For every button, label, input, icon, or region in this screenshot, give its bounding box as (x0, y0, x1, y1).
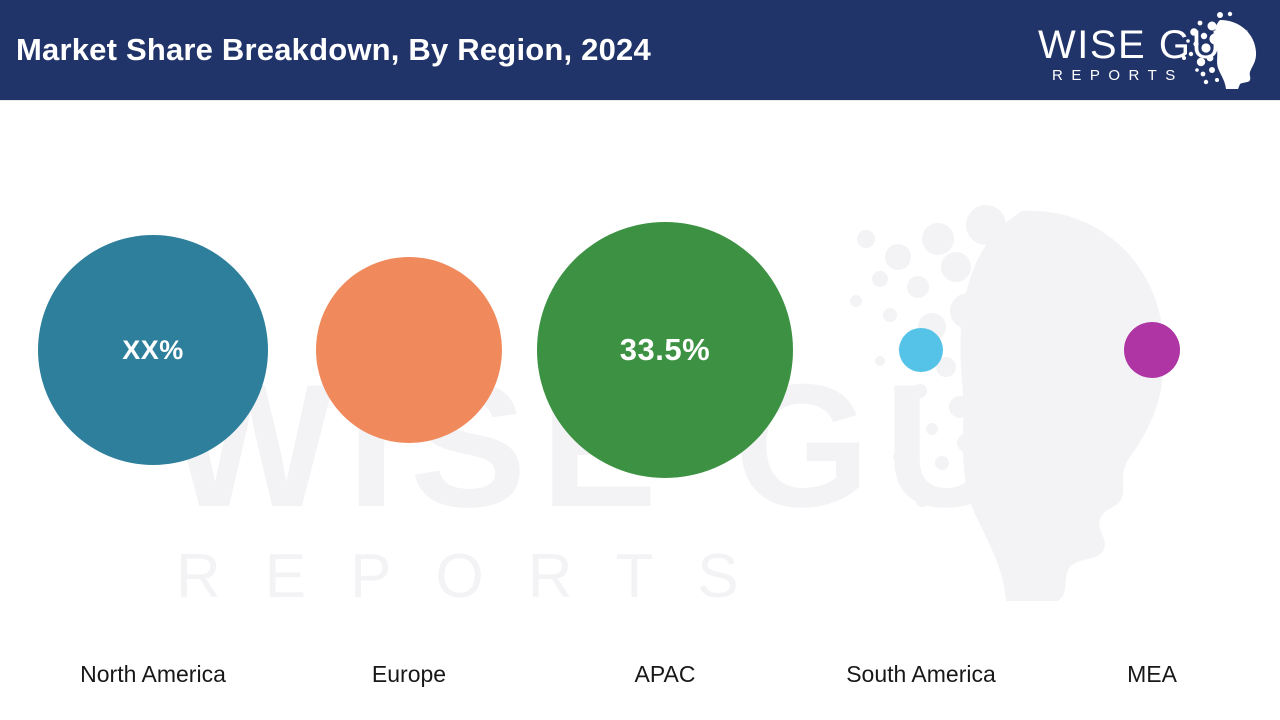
logo-svg: WISE GUY REPORTS (1038, 11, 1257, 89)
bubble-value-label-apac: 33.5% (619, 332, 711, 367)
category-label-mea: MEA (1127, 661, 1177, 687)
category-axis-labels: North America Europe APAC South America … (0, 661, 1280, 720)
bubble-value-label-north-america: XX% (122, 334, 184, 365)
bubble-south-america[interactable] (899, 328, 943, 372)
logo-head-profile-icon (1182, 11, 1257, 89)
bubble-mea[interactable] (1124, 322, 1180, 378)
category-label-south-america: South America (846, 661, 996, 687)
logo-wordmark-primary: WISE GUY (1038, 23, 1250, 67)
category-label-apac: APAC (634, 661, 696, 687)
page-header: Market Share Breakdown, By Region, 2024 … (0, 0, 1280, 100)
chart-canvas: WISE GUY REPORTS (0, 100, 1280, 720)
category-label-north-america: North America (80, 661, 226, 687)
bubble-apac[interactable]: 33.5% (537, 222, 793, 478)
bubble-north-america[interactable]: XX% (38, 235, 268, 465)
wise-guy-reports-logo: WISE GUY REPORTS (1034, 10, 1266, 90)
logo-wordmark-secondary: REPORTS (1052, 67, 1184, 84)
bubble-series: XX% 33.5% (0, 101, 1280, 720)
page-title: Market Share Breakdown, By Region, 2024 (16, 32, 651, 67)
category-label-europe: Europe (371, 661, 447, 687)
bubble-europe[interactable] (316, 257, 502, 443)
